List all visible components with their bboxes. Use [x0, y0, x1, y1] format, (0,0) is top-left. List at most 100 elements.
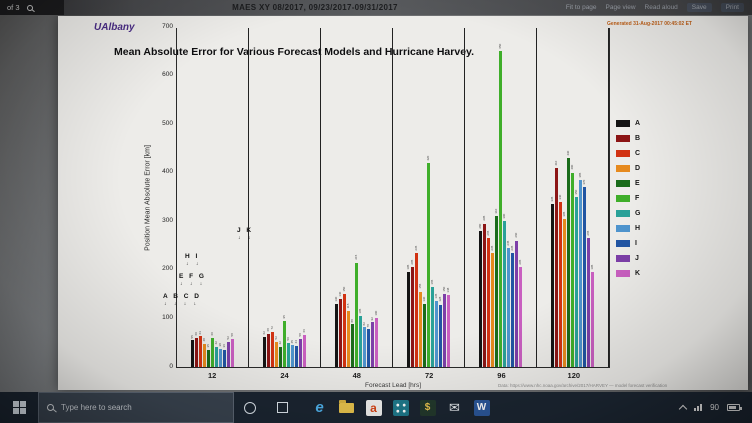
bar-value-label: 128 — [438, 297, 442, 303]
bar-value-label: 260 — [514, 233, 518, 239]
toolbar-item-fit-to-page[interactable]: Fit to page — [565, 4, 597, 11]
plot-area: 55 60 63 48 35 60 42 38 36 52 58 62 68 72 52 42 95 50 45 44… — [162, 23, 610, 369]
mail-icon: ✉ — [449, 400, 460, 415]
bar-value-label: 42 — [278, 341, 282, 345]
legend-item-c: C — [616, 150, 640, 157]
bar-K-96: 205 — [518, 260, 522, 367]
page-indicator-chip: of 3 — [0, 0, 64, 15]
y-tick-label: 700 — [162, 22, 173, 30]
bar-K-72: 148 — [446, 287, 450, 367]
bar-D-96: 235 — [490, 245, 494, 367]
bar-G-48: 105 — [358, 308, 362, 367]
bar-value-label: 385 — [578, 172, 582, 178]
bar-value-label: 300 — [502, 213, 506, 219]
bar-value-label: 305 — [562, 211, 566, 217]
taskbar-app-amazon[interactable]: a — [360, 399, 387, 416]
pdf-viewer-toolbar: of 3 MAES XY 08/2017, 09/23/2017-09/31/2… — [0, 0, 752, 15]
legend-swatch — [616, 270, 630, 277]
legend-label: G — [635, 210, 641, 217]
finance-icon: $ — [419, 399, 436, 416]
legend-label: J — [635, 255, 639, 262]
bar-F-72: 420 — [426, 155, 430, 367]
bar-C-12: 63 — [198, 331, 202, 367]
x-tick-label: 96 — [497, 371, 506, 380]
legend-swatch — [616, 195, 630, 202]
bar-J-12: 52 — [226, 336, 230, 367]
bar-E-120: 430 — [566, 150, 570, 367]
bar-D-24: 52 — [274, 336, 278, 367]
bar-C-48: 150 — [342, 286, 346, 367]
bar-H-96: 245 — [506, 240, 510, 367]
bar-value-label: 420 — [426, 155, 430, 161]
bar-H-120: 385 — [578, 172, 582, 367]
bar-K-12: 58 — [230, 333, 234, 367]
source-note: Data: https://www.nhc.noaa.gov/archive/2… — [498, 383, 668, 388]
toolbar-item-read-aloud[interactable]: Read aloud — [644, 4, 678, 11]
windows-logo-icon — [12, 401, 26, 414]
bar-value-label: 92 — [370, 316, 374, 321]
legend: A B C D E F G H I J K — [616, 120, 640, 277]
legend-item-b: B — [616, 135, 640, 142]
bar-value-label: 165 — [430, 279, 434, 285]
bar-value-label: 58 — [230, 333, 234, 337]
toolbar-item-page-view[interactable]: Page view — [605, 4, 636, 11]
bar-group-48: 130 140 150 115 88 215 105 82 78 92 100 — [321, 28, 393, 367]
bar-F-120: 400 — [570, 165, 574, 367]
y-tick-label: 600 — [162, 71, 173, 79]
bar-C-96: 265 — [486, 231, 490, 367]
file-explorer-icon — [339, 399, 354, 413]
bar-A-12: 55 — [190, 335, 194, 367]
taskbar-app-grid[interactable] — [387, 399, 414, 416]
bar-D-72: 155 — [418, 284, 422, 367]
system-tray: 90 — [678, 403, 752, 414]
bar-A-96: 280 — [478, 223, 482, 367]
bar-value-label: 105 — [358, 308, 362, 314]
taskbar-app-finance[interactable]: $ — [414, 399, 441, 416]
cortana-button[interactable] — [234, 392, 266, 423]
task-view-button[interactable] — [266, 392, 298, 423]
amazon-icon: a — [365, 399, 382, 416]
bar-D-120: 305 — [562, 211, 566, 367]
bar-value-label: 265 — [486, 230, 490, 236]
search-icon[interactable] — [26, 4, 33, 11]
legend-item-f: F — [616, 195, 640, 202]
bar-B-48: 140 — [338, 291, 342, 367]
bar-value-label: 52 — [226, 336, 230, 340]
search-icon — [47, 404, 54, 411]
taskbar-app-mail[interactable]: ✉ — [441, 401, 468, 414]
bar-value-label: 148 — [446, 287, 450, 293]
toolbar-button-save[interactable]: Save — [686, 3, 712, 12]
cortana-icon — [244, 401, 256, 414]
taskbar-search-input[interactable]: Type here to search — [38, 392, 234, 423]
bar-A-120: 335 — [550, 197, 554, 367]
bar-G-120: 350 — [574, 189, 578, 367]
bar-I-72: 128 — [438, 297, 442, 367]
y-tick-label: 100 — [162, 313, 173, 321]
bar-J-120: 265 — [586, 231, 590, 367]
legend-label: E — [635, 180, 640, 187]
bar-value-label: 245 — [506, 240, 510, 246]
bar-G-96: 300 — [502, 214, 506, 367]
bar-J-48: 92 — [370, 317, 374, 367]
annotation-arrows: ↓ ↓ ↓ — [180, 280, 206, 287]
ualbany-logo: UAlbany — [94, 22, 135, 33]
taskbar-app-edge[interactable]: e — [306, 400, 333, 415]
y-tick-label: 0 — [169, 362, 173, 370]
taskbar-app-word[interactable]: W — [468, 399, 495, 416]
battery-icon[interactable] — [727, 404, 742, 411]
annotation-arrows: ↓ ↓ ↓ ↓ — [164, 300, 200, 307]
bar-K-120: 195 — [590, 265, 594, 367]
legend-swatch — [616, 135, 630, 142]
bar-value-label: 400 — [570, 165, 574, 171]
bar-I-120: 370 — [582, 180, 586, 367]
legend-label: A — [635, 120, 641, 127]
toolbar-button-print[interactable]: Print — [720, 3, 744, 12]
network-icon[interactable] — [694, 404, 703, 411]
battery-percentage: 90 — [710, 403, 719, 412]
chevron-up-icon[interactable] — [678, 404, 688, 414]
bar-K-24: 66 — [302, 329, 306, 367]
taskbar-app-file-explorer[interactable] — [333, 399, 360, 413]
start-button[interactable] — [0, 392, 38, 423]
toolbar-actions: Fit to page Page view Read aloud Save Print — [566, 3, 752, 12]
bar-group-120: 335 410 340 305 430 400 350 385 370 265 195 — [537, 28, 609, 367]
